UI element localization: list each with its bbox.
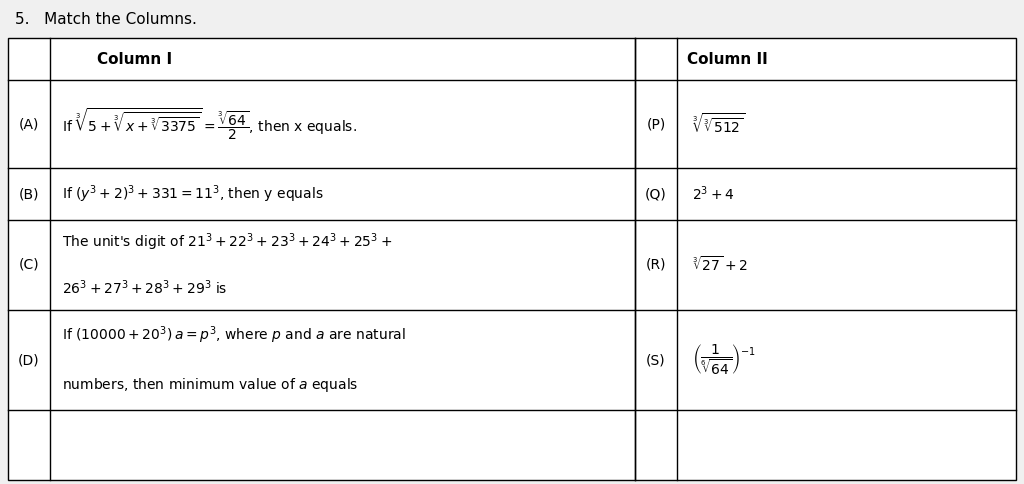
Bar bbox=[0, 0, 1024, 38]
Text: (P): (P) bbox=[646, 117, 666, 131]
Text: numbers, then minimum value of $a$ equals: numbers, then minimum value of $a$ equal… bbox=[62, 376, 358, 394]
Text: The unit's digit of $21^3+22^3+23^3+24^3+25^3+$: The unit's digit of $21^3+22^3+23^3+24^3… bbox=[62, 232, 392, 253]
Text: (D): (D) bbox=[18, 353, 40, 367]
Text: If $\sqrt[3]{5+\sqrt[3]{x+\sqrt[3]{3375}}}=\dfrac{\sqrt[3]{64}}{2}$, then x equa: If $\sqrt[3]{5+\sqrt[3]{x+\sqrt[3]{3375}… bbox=[62, 106, 357, 142]
Text: If $(10000+20^3)\,a=p^3$, where $p$ and $a$ are natural: If $(10000+20^3)\,a=p^3$, where $p$ and … bbox=[62, 324, 406, 346]
Text: $\sqrt[3]{27}+2$: $\sqrt[3]{27}+2$ bbox=[692, 256, 748, 274]
Text: (Q): (Q) bbox=[645, 187, 667, 201]
Text: Column I: Column I bbox=[97, 51, 172, 66]
Text: $\sqrt[3]{\sqrt[3]{512}}$: $\sqrt[3]{\sqrt[3]{512}}$ bbox=[692, 112, 745, 136]
Text: $\left(\dfrac{1}{\sqrt[6]{64}}\right)^{-1}$: $\left(\dfrac{1}{\sqrt[6]{64}}\right)^{-… bbox=[692, 343, 756, 377]
Text: 5.   Match the Columns.: 5. Match the Columns. bbox=[15, 12, 197, 27]
Text: (B): (B) bbox=[18, 187, 39, 201]
Text: Column II: Column II bbox=[687, 51, 768, 66]
Text: (R): (R) bbox=[646, 258, 667, 272]
Text: $2^3+4$: $2^3+4$ bbox=[692, 185, 734, 203]
Text: If $(y^3+2)^3+331=11^3$, then y equals: If $(y^3+2)^3+331=11^3$, then y equals bbox=[62, 183, 324, 205]
Text: (A): (A) bbox=[18, 117, 39, 131]
Text: $26^3+27^3+28^3+29^3$ is: $26^3+27^3+28^3+29^3$ is bbox=[62, 278, 227, 297]
Text: (S): (S) bbox=[646, 353, 666, 367]
Text: (C): (C) bbox=[18, 258, 39, 272]
